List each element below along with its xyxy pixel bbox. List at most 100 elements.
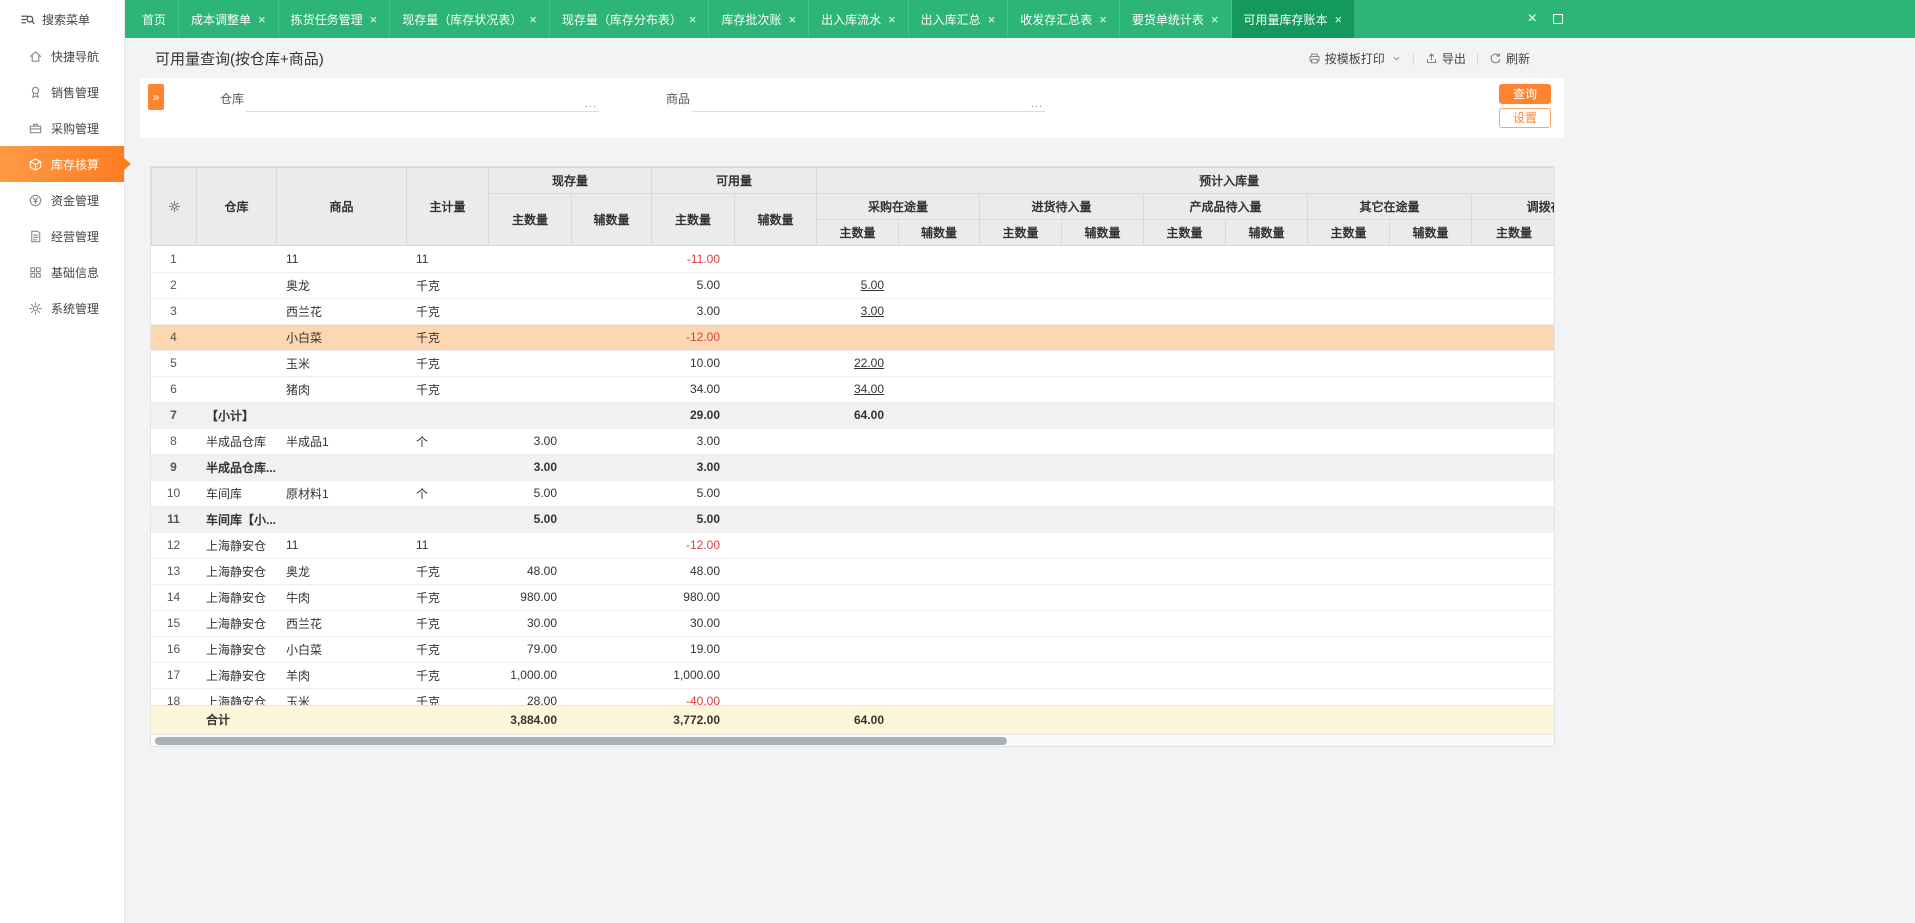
group-header: 预计入库量 — [816, 167, 1554, 194]
table-cell — [734, 532, 816, 559]
table-row[interactable]: 7 【小计】 29.00 64.00 — [151, 402, 1554, 429]
table-row[interactable]: 12 上海静安仓 11 11 -12.00 — [151, 532, 1554, 559]
table-cell — [816, 480, 898, 507]
col-header: 主数量 — [1307, 219, 1391, 246]
tab-item-6[interactable]: 出入库流水 × — [809, 0, 909, 38]
table-cell: 半成品仓库 — [196, 428, 276, 455]
horizontal-scrollbar[interactable] — [150, 733, 1555, 747]
tab-close-icon[interactable]: × — [688, 11, 697, 27]
summary-cell — [1307, 705, 1389, 734]
summary-cell — [979, 705, 1061, 734]
expand-filters-button[interactable]: » — [148, 84, 164, 110]
table-row[interactable]: 16 上海静安仓 小白菜 千克 79.00 19.00 — [151, 636, 1554, 663]
sidebar-item-sales[interactable]: 销售管理 — [0, 74, 124, 110]
tab-close-icon[interactable]: × — [1334, 11, 1343, 27]
horizontal-scrollbar-thumb[interactable] — [155, 736, 1007, 745]
tab-item-2[interactable]: 拣货任务管理 × — [279, 0, 391, 38]
query-button[interactable]: 查询 — [1499, 84, 1551, 104]
close-all-tabs-icon[interactable]: × — [1527, 10, 1537, 27]
table-row[interactable]: 10 车间库 原材料1 个 5.00 5.00 — [151, 480, 1554, 507]
table-cell — [816, 324, 898, 351]
sidebar-item-inventory[interactable]: 库存核算 — [0, 146, 131, 182]
table-cell — [1225, 688, 1307, 705]
sidebar-item-funds[interactable]: 资金管理 — [0, 182, 124, 218]
table-cell — [276, 506, 406, 533]
table-row[interactable]: 4 小白菜 千克 -12.00 — [151, 324, 1554, 351]
table-cell — [734, 480, 816, 507]
table-cell — [1471, 350, 1554, 377]
drilldown-link[interactable]: 5.00 — [860, 278, 884, 292]
row-number: 14 — [151, 584, 196, 611]
tab-close-icon[interactable]: × — [1210, 11, 1219, 27]
table-row[interactable]: 15 上海静安仓 西兰花 千克 30.00 30.00 — [151, 610, 1554, 637]
sidebar-item-baseinfo[interactable]: 基础信息 — [0, 254, 124, 290]
table-row[interactable]: 11 车间库【小... 5.00 5.00 — [151, 506, 1554, 533]
table-cell — [979, 506, 1061, 533]
table-row[interactable]: 9 半成品仓库... 3.00 3.00 — [151, 454, 1554, 481]
fullscreen-icon[interactable] — [1553, 14, 1563, 24]
table-row[interactable]: 3 西兰花 千克 3.00 3.00 — [151, 298, 1554, 325]
sidebar-search[interactable]: 搜索菜单 — [0, 0, 124, 38]
table-row[interactable]: 18 上海静安仓 玉米 千克 28.00 -40.00 — [151, 688, 1554, 705]
tab-close-icon[interactable]: × — [788, 11, 797, 27]
table-cell — [1225, 480, 1307, 507]
drilldown-link[interactable]: 3.00 — [860, 304, 884, 318]
table-cell — [571, 662, 651, 689]
settings-button[interactable]: 设置 — [1499, 108, 1551, 128]
warehouse-filter-input[interactable]: … — [246, 90, 600, 112]
export-button[interactable]: 导出 — [1425, 50, 1466, 67]
table-row[interactable]: 8 半成品仓库 半成品1 个 3.00 3.00 — [151, 428, 1554, 455]
sidebar-item-home[interactable]: 快捷导航 — [0, 38, 124, 74]
tab-item-3[interactable]: 现存量（库存状况表） × — [390, 0, 550, 38]
table-cell — [196, 350, 276, 377]
tab-item-1[interactable]: 成本调整单 × — [179, 0, 279, 38]
sidebar-item-system[interactable]: 系统管理 — [0, 290, 124, 326]
tab-item-7[interactable]: 出入库汇总 × — [909, 0, 1009, 38]
warehouse-picker-icon[interactable]: … — [584, 95, 598, 110]
table-row[interactable]: 13 上海静安仓 奥龙 千克 48.00 48.00 — [151, 558, 1554, 585]
table-cell: 千克 — [406, 662, 488, 689]
tab-item-5[interactable]: 库存批次账 × — [709, 0, 810, 38]
tab-item-8[interactable]: 收发存汇总表 × — [1008, 0, 1120, 38]
table-cell — [1307, 454, 1389, 481]
tab-item-0[interactable]: 首页 — [130, 0, 180, 38]
tab-close-icon[interactable]: × — [888, 11, 896, 27]
table-cell — [1061, 454, 1143, 481]
tab-item-10[interactable]: 可用量库存账本 × — [1231, 0, 1356, 38]
tab-close-icon[interactable]: × — [987, 11, 996, 27]
drilldown-link[interactable]: 34.00 — [853, 382, 884, 396]
print-by-template-button[interactable]: 按模板打印 — [1308, 50, 1402, 67]
table-row[interactable]: 2 奥龙 千克 5.00 5.00 — [151, 272, 1554, 299]
table-row[interactable]: 14 上海静安仓 牛肉 千克 980.00 980.00 — [151, 584, 1554, 611]
table-cell — [898, 324, 979, 351]
tab-close-icon[interactable]: × — [1099, 11, 1107, 27]
table-cell — [898, 688, 979, 705]
tab-close-icon[interactable]: × — [258, 11, 266, 27]
tab-item-4[interactable]: 现存量（库存分布表） × — [550, 0, 710, 38]
table-row[interactable]: 1 11 11 -11.00 — [151, 246, 1554, 273]
tab-label: 现存量（库存状况表） — [402, 12, 523, 27]
tab-close-icon[interactable]: × — [369, 11, 378, 27]
sidebar-item-business[interactable]: 经营管理 — [0, 218, 124, 254]
product-picker-icon[interactable]: … — [1030, 95, 1044, 110]
table-cell — [1471, 610, 1554, 637]
table-row[interactable]: 6 猪肉 千克 34.00 34.00 — [151, 376, 1554, 403]
column-settings-button[interactable] — [151, 167, 197, 246]
table-cell — [898, 298, 979, 325]
table-cell — [571, 558, 651, 585]
drilldown-link[interactable]: 22.00 — [853, 356, 884, 370]
row-number: 17 — [151, 662, 196, 689]
inventory-icon — [29, 157, 42, 171]
refresh-button[interactable]: 刷新 — [1489, 50, 1530, 67]
table-row[interactable]: 17 上海静安仓 羊肉 千克 1,000.00 1,000.00 — [151, 662, 1554, 689]
table-cell — [734, 246, 816, 273]
table-row[interactable]: 5 玉米 千克 10.00 22.00 — [151, 350, 1554, 377]
table-cell — [816, 584, 898, 611]
tab-close-icon[interactable]: × — [529, 11, 537, 27]
table-cell — [979, 558, 1061, 585]
tab-item-9[interactable]: 要货单统计表 × — [1120, 0, 1232, 38]
sidebar-item-purchase[interactable]: 采购管理 — [0, 110, 124, 146]
table-cell: 1,000.00 — [488, 662, 571, 689]
product-filter-input[interactable]: … — [692, 90, 1046, 112]
table-body: 1 11 11 -11.00 2 奥龙 千克 5.00 5.00 3 西兰花 千克 3.00 3.00 4 小… — [151, 246, 1554, 705]
